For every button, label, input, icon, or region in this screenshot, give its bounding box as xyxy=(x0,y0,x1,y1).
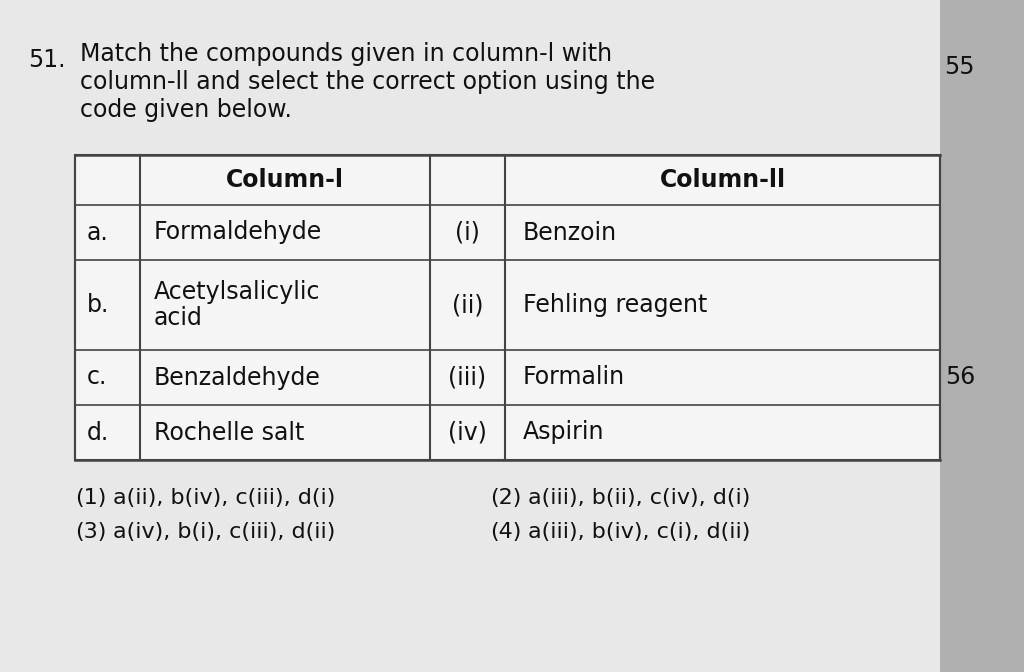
Text: column-ll and select the correct option using the: column-ll and select the correct option … xyxy=(80,70,655,94)
Text: 56: 56 xyxy=(945,366,975,390)
Bar xyxy=(940,0,1024,672)
Text: (1): (1) xyxy=(75,488,106,508)
Text: code given below.: code given below. xyxy=(80,98,292,122)
Text: (4): (4) xyxy=(490,522,521,542)
Text: Column-l: Column-l xyxy=(226,168,344,192)
Text: b.: b. xyxy=(87,293,110,317)
Text: acid: acid xyxy=(154,306,203,330)
Text: a.: a. xyxy=(87,220,109,245)
Text: Acetylsalicylic: Acetylsalicylic xyxy=(154,280,321,304)
Text: (ii): (ii) xyxy=(452,293,483,317)
Text: Benzaldehyde: Benzaldehyde xyxy=(154,366,321,390)
Text: Match the compounds given in column-l with: Match the compounds given in column-l wi… xyxy=(80,42,612,66)
Bar xyxy=(75,155,940,460)
Text: (iv): (iv) xyxy=(449,421,487,444)
Text: c.: c. xyxy=(87,366,108,390)
Text: a(iii), b(ii), c(iv), d(i): a(iii), b(ii), c(iv), d(i) xyxy=(528,488,751,508)
Text: Formaldehyde: Formaldehyde xyxy=(154,220,323,245)
Text: d.: d. xyxy=(87,421,110,444)
Text: 51.: 51. xyxy=(28,48,66,72)
Text: (iii): (iii) xyxy=(449,366,486,390)
Text: a(ii), b(iv), c(iii), d(i): a(ii), b(iv), c(iii), d(i) xyxy=(113,488,336,508)
Text: (i): (i) xyxy=(455,220,480,245)
Text: (2): (2) xyxy=(490,488,521,508)
Text: Benzoin: Benzoin xyxy=(523,220,617,245)
Text: Formalin: Formalin xyxy=(523,366,625,390)
Text: a(iii), b(iv), c(i), d(ii): a(iii), b(iv), c(i), d(ii) xyxy=(528,522,751,542)
Text: Rochelle salt: Rochelle salt xyxy=(154,421,304,444)
Text: 55: 55 xyxy=(944,55,975,79)
Text: a(iv), b(i), c(iii), d(ii): a(iv), b(i), c(iii), d(ii) xyxy=(113,522,336,542)
Text: Column-ll: Column-ll xyxy=(659,168,785,192)
Text: Fehling reagent: Fehling reagent xyxy=(523,293,708,317)
Text: Aspirin: Aspirin xyxy=(523,421,604,444)
Text: (3): (3) xyxy=(75,522,106,542)
